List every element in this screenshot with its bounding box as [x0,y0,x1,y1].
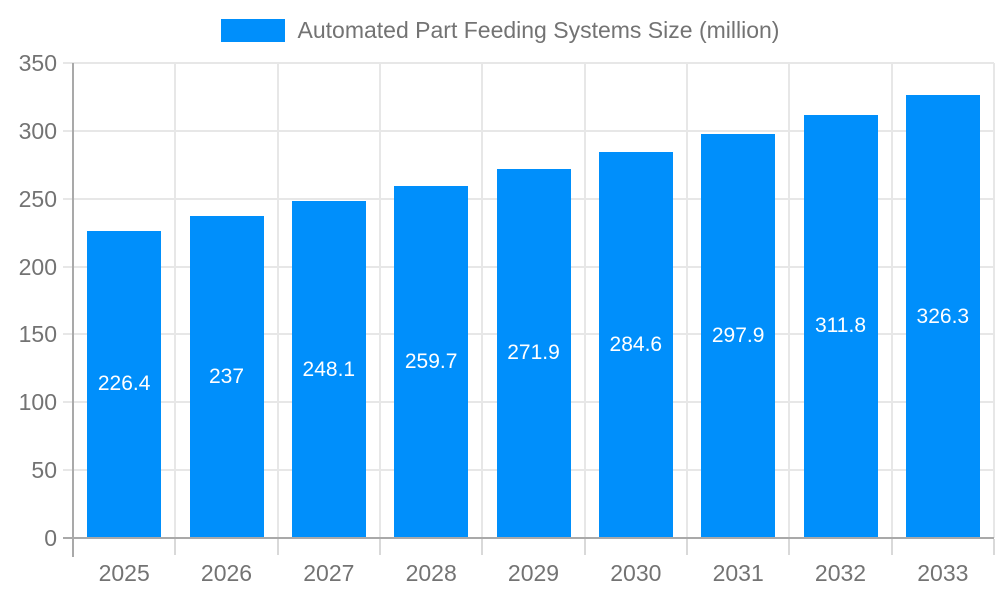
x-axis-label: 2029 [507,560,560,586]
x-boundary-gridline [481,63,484,538]
x-boundary-gridline [788,63,791,538]
x-axis-tick [583,539,586,555]
x-boundary-gridline [890,63,893,538]
bar[interactable]: 248.1 [291,201,366,538]
y-axis-label: 0 [44,525,57,551]
x-axis-label: 2025 [98,560,150,586]
y-axis-label: 350 [18,50,57,76]
legend-label: Automated Part Feeding Systems Size (mil… [297,17,780,43]
x-boundary-gridline [686,63,688,538]
bar[interactable]: 259.7 [394,185,469,538]
bar-value-label: 248.1 [302,357,356,381]
y-axis-label: 250 [18,185,57,212]
bar-value-label: 271.9 [507,341,560,365]
x-boundary-gridline [993,63,995,538]
bar[interactable]: 271.9 [496,168,571,538]
bar-value-label: 284.6 [609,332,663,356]
bar-value-label: 237 [208,365,245,389]
x-boundary-gridline [276,63,279,538]
x-boundary-gridline [583,63,586,538]
legend-swatch [220,18,285,42]
x-axis-tick [481,539,484,555]
y-axis-label: 300 [18,117,57,144]
x-axis-label: 2027 [303,560,355,586]
x-axis-label: 2032 [814,560,867,586]
x-axis-tick [890,539,893,555]
y-axis-label: 50 [31,457,57,484]
bar-value-label: 297.9 [711,323,765,347]
x-axis-tick [993,539,995,555]
legend[interactable]: Automated Part Feeding Systems Size (mil… [0,16,1000,44]
bar[interactable]: 226.4 [87,230,162,538]
y-gridline [63,129,994,132]
bar-value-label: 259.7 [404,349,458,373]
bar[interactable]: 237 [189,216,264,538]
x-axis-tick [379,539,381,555]
bar-value-label: 311.8 [815,314,866,338]
x-axis-tick [686,539,688,555]
bar[interactable]: 284.6 [598,151,673,538]
y-gridline [63,62,994,64]
y-axis-label: 100 [18,389,57,416]
y-axis-label: 200 [18,253,57,280]
x-axis-label: 2028 [405,560,457,586]
x-axis-label: 2033 [917,560,969,586]
x-boundary-gridline [174,63,177,538]
x-boundary-gridline [379,63,381,538]
y-axis-line [72,63,74,557]
bar[interactable]: 326.3 [905,95,980,538]
x-axis-tick [174,539,177,555]
x-axis-label: 2031 [712,560,764,586]
x-axis-tick [276,539,279,555]
y-axis-label: 150 [18,321,57,348]
bar-value-label: 326.3 [916,304,970,328]
x-axis-line [63,537,994,539]
bar[interactable]: 311.8 [803,114,878,538]
bar[interactable]: 297.9 [701,133,776,538]
bar-value-label: 226.4 [97,372,151,396]
x-axis-label: 2026 [200,560,253,586]
x-axis-tick [788,539,791,555]
x-axis-label: 2030 [610,560,662,586]
